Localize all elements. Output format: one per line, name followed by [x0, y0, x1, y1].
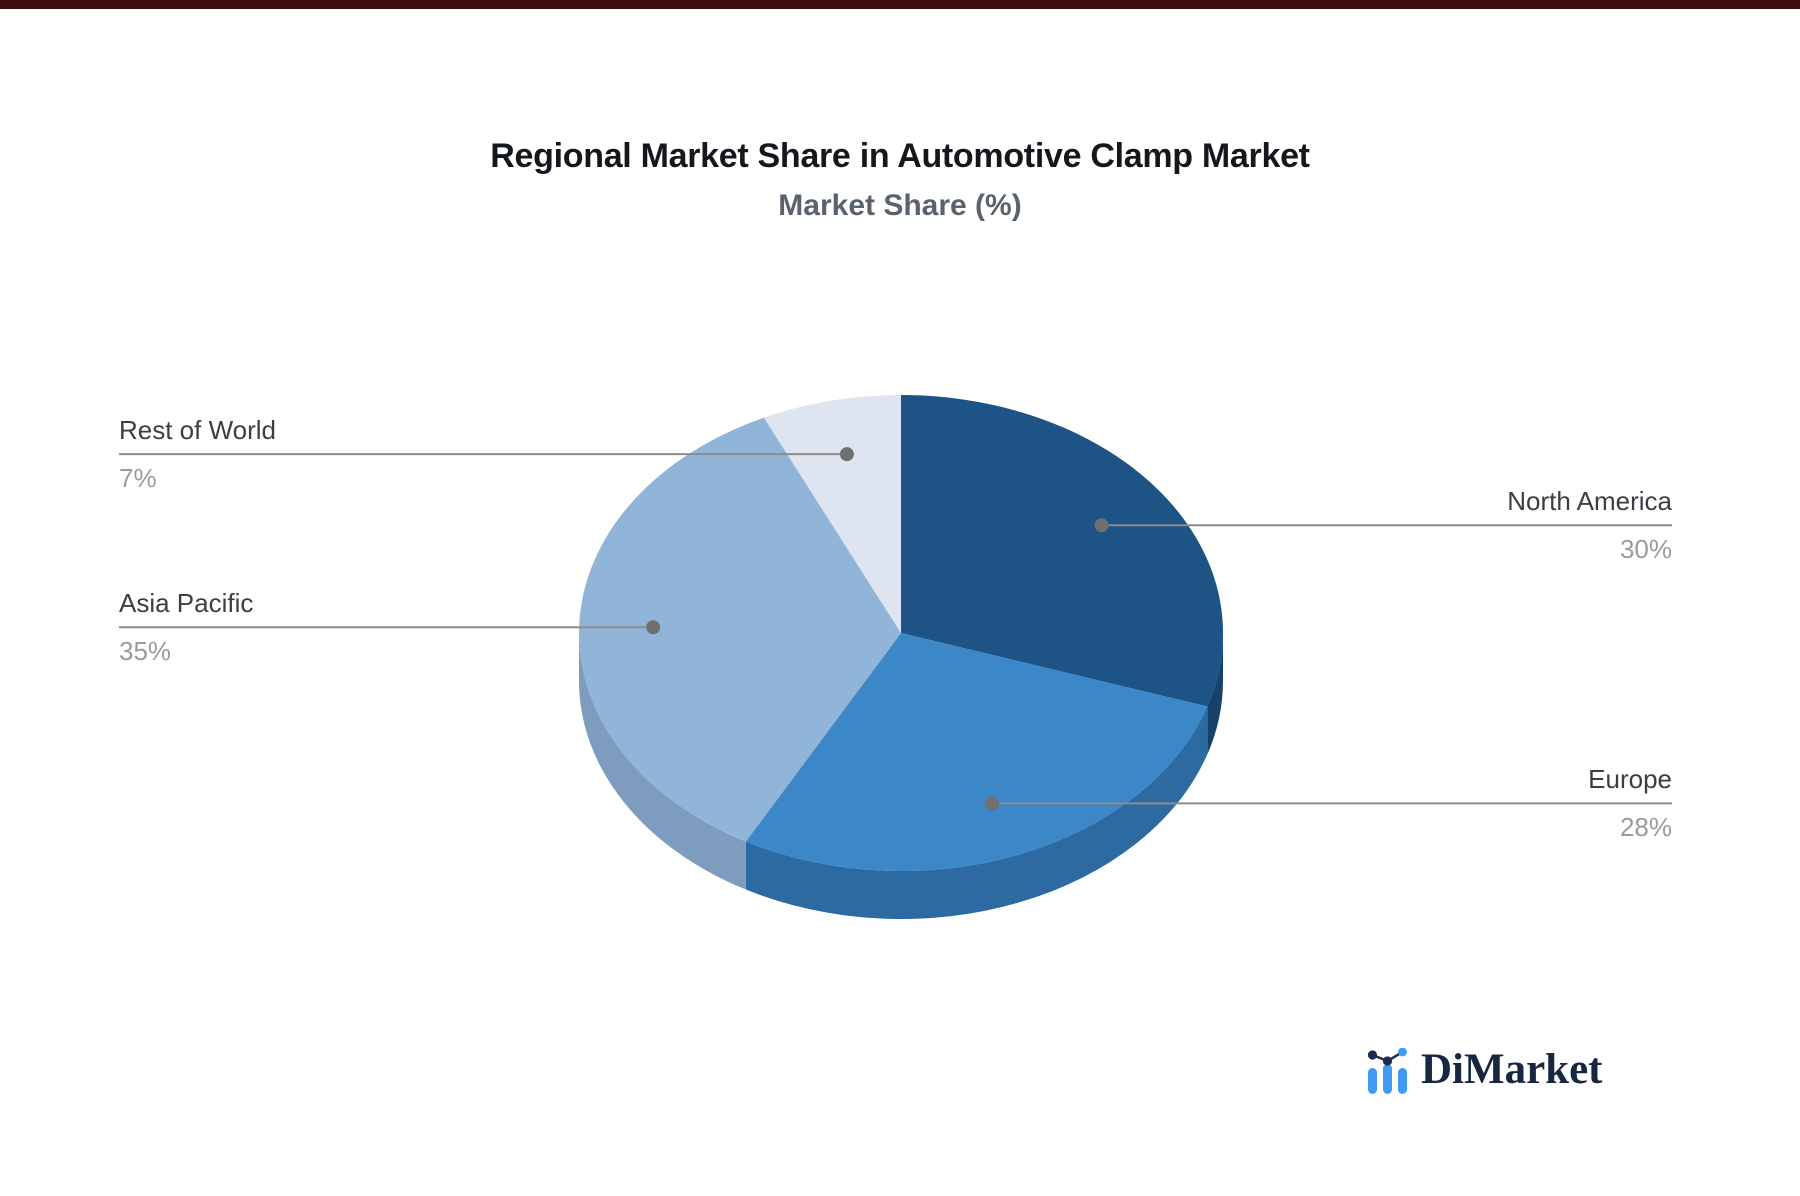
leader-dot — [985, 796, 1000, 811]
chart-subtitle: Market Share (%) — [778, 189, 1022, 222]
logo-text: DiMarket — [1421, 1046, 1603, 1093]
pie-slice-europe — [745, 633, 1208, 871]
callout-north-america: North America 30% — [1507, 485, 1672, 565]
pie-slice-asia-pacific — [579, 417, 901, 842]
slice-percent: 28% — [1619, 812, 1672, 843]
bar-line-chart-icon — [1368, 1048, 1407, 1094]
dimarket-logo: DiMarket — [1368, 1046, 1603, 1094]
pie-slice-side-north-america — [1207, 633, 1223, 755]
leader-gap — [119, 446, 276, 462]
leader-gap — [1507, 517, 1672, 533]
pie-slice-side-asia-pacific — [579, 633, 746, 890]
callout-asia-pacific: Asia Pacific 35% — [119, 587, 253, 667]
callout-europe: Europe 28% — [1588, 763, 1672, 843]
slice-percent: 35% — [119, 636, 172, 667]
slice-label: Asia Pacific — [119, 588, 254, 619]
leader-gap — [119, 619, 253, 635]
callout-rest-of-world: Rest of World 7% — [119, 414, 276, 494]
pie-slice-north-america — [901, 395, 1223, 707]
slice-label: Europe — [1588, 764, 1672, 795]
slice-label: North America — [1507, 486, 1672, 517]
leader-dot — [1094, 518, 1109, 533]
leader-dot — [646, 620, 661, 635]
leader-dot — [839, 447, 854, 462]
leader-gap — [1588, 795, 1672, 811]
slice-percent: 30% — [1619, 534, 1672, 565]
slice-percent: 7% — [119, 463, 157, 494]
pie-slice-side-europe — [745, 706, 1208, 919]
chart-title: Regional Market Share in Automotive Clam… — [490, 137, 1310, 175]
slice-label: Rest of World — [119, 415, 277, 446]
top-border-strip — [0, 0, 1800, 9]
